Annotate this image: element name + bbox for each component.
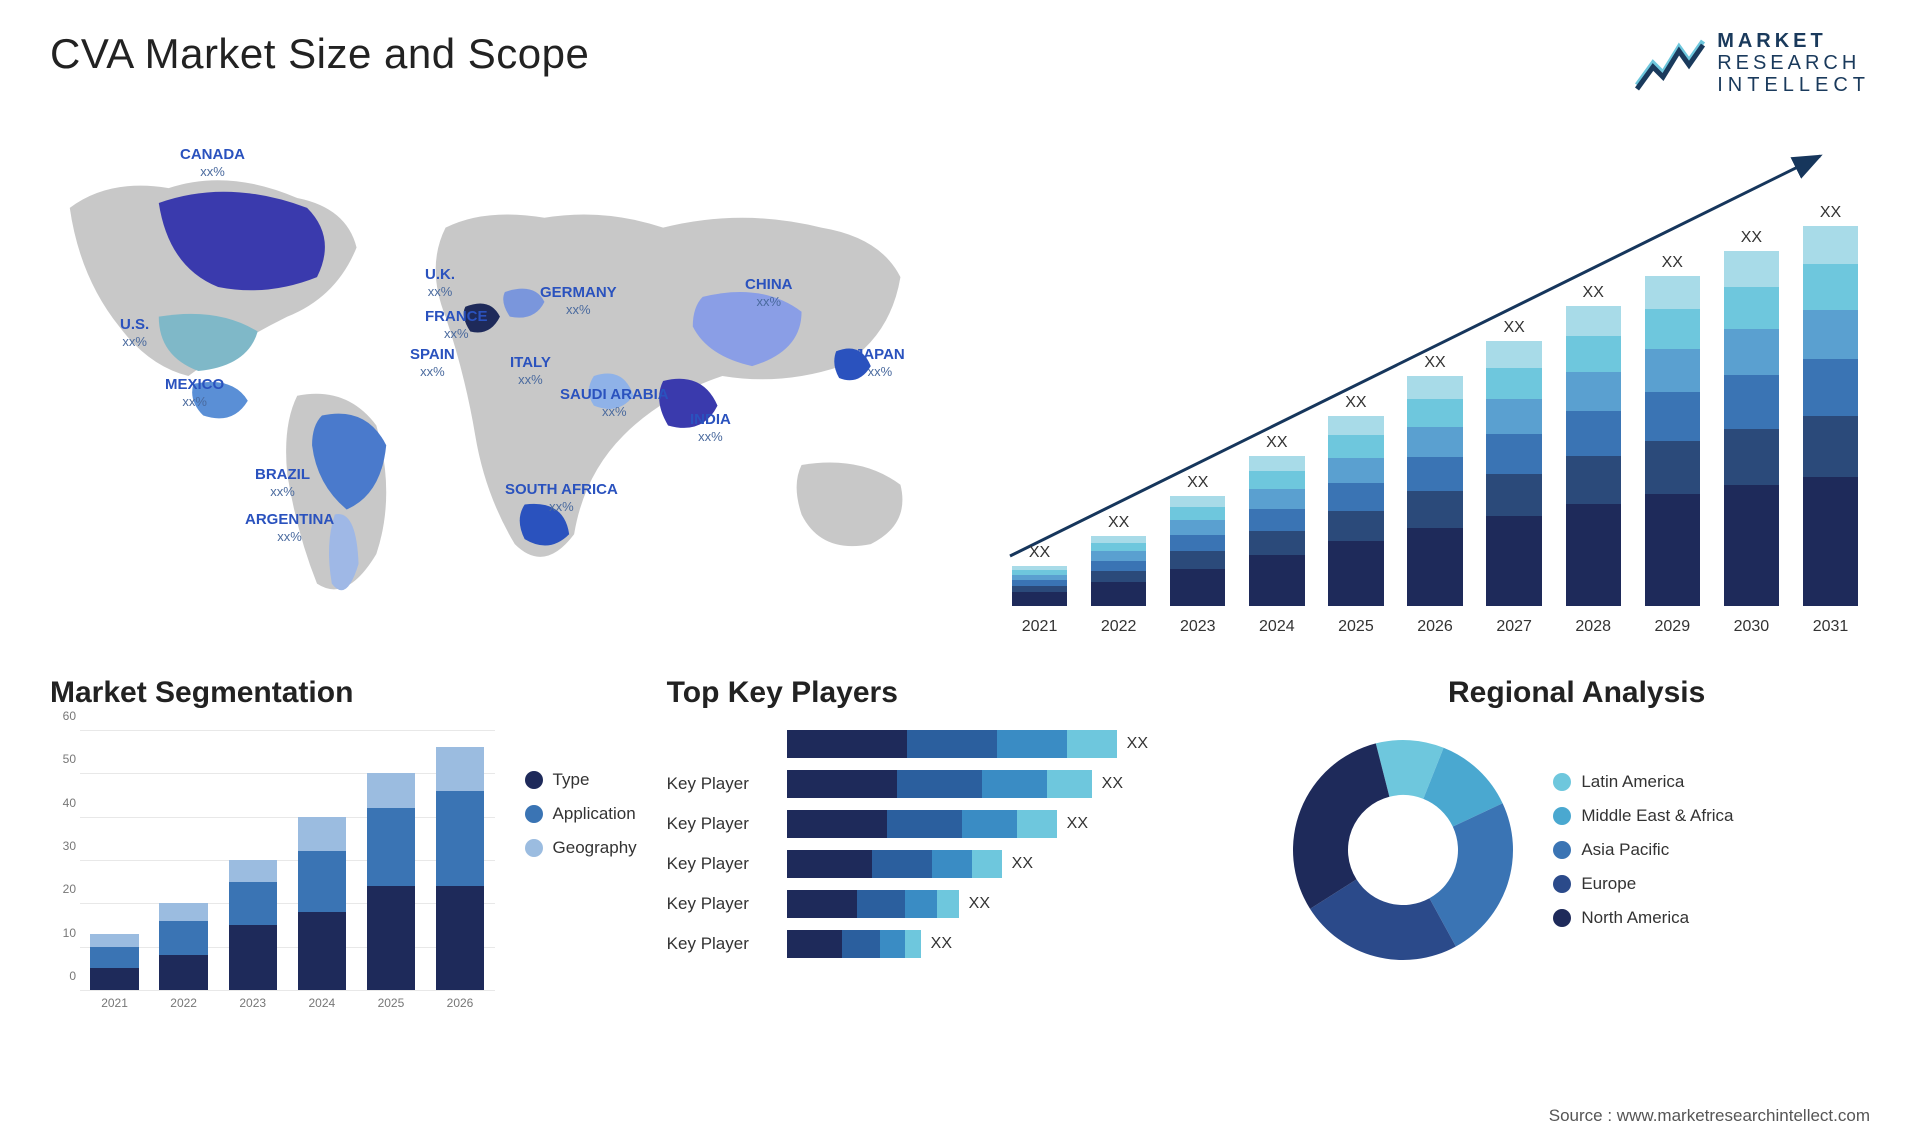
legend-item: Type <box>525 770 637 790</box>
keyplayers-chart: XX Key PlayerXX Key PlayerXX Key PlayerXX Ke… <box>667 730 1254 958</box>
map-label: INDIAxx% <box>690 411 731 445</box>
segmentation-bar <box>218 860 287 990</box>
legend-item: Application <box>525 804 637 824</box>
map-label: SOUTH AFRICAxx% <box>505 481 618 515</box>
keyplayer-row: Key PlayerXX <box>667 850 1254 878</box>
segmentation-panel: Market Segmentation 0102030405060 202120… <box>50 676 637 1010</box>
regional-legend: Latin America Middle East & Africa Asia Pa… <box>1553 772 1733 928</box>
map-label: U.S.xx% <box>120 316 149 350</box>
segmentation-bar <box>287 817 356 990</box>
growth-bar: XX <box>1791 204 1870 606</box>
keyplayer-row: Key PlayerXX <box>667 890 1254 918</box>
brand-logo: MARKET RESEARCH INTELLECT <box>1635 30 1870 96</box>
regional-donut <box>1283 730 1523 970</box>
map-label: GERMANYxx% <box>540 284 617 318</box>
map-label: BRAZILxx% <box>255 466 310 500</box>
growth-bar: XX <box>1475 319 1554 606</box>
segmentation-title: Market Segmentation <box>50 676 637 710</box>
legend-item: Europe <box>1553 874 1733 894</box>
logo-line3: INTELLECT <box>1717 74 1870 96</box>
segmentation-legend: Type Application Geography <box>525 730 637 1010</box>
map-label: ARGENTINAxx% <box>245 511 334 545</box>
logo-mark-icon <box>1635 35 1705 91</box>
legend-item: Asia Pacific <box>1553 840 1733 860</box>
segmentation-bar <box>149 903 218 990</box>
segmentation-bar <box>425 747 494 990</box>
keyplayer-row: XX <box>667 730 1254 758</box>
growth-bar: XX <box>1079 514 1158 606</box>
keyplayer-row: Key PlayerXX <box>667 930 1254 958</box>
map-label: JAPANxx% <box>855 346 905 380</box>
legend-item: North America <box>1553 908 1733 928</box>
map-label: FRANCExx% <box>425 308 488 342</box>
keyplayer-row: Key PlayerXX <box>667 770 1254 798</box>
growth-bar: XX <box>1000 544 1079 606</box>
map-label: U.K.xx% <box>425 266 455 300</box>
legend-item: Latin America <box>1553 772 1733 792</box>
source-attribution: Source : www.marketresearchintellect.com <box>1549 1106 1870 1126</box>
regional-title: Regional Analysis <box>1283 676 1870 710</box>
map-label: CANADAxx% <box>180 146 245 180</box>
map-label: SAUDI ARABIAxx% <box>560 386 669 420</box>
legend-item: Geography <box>525 838 637 858</box>
growth-bar: XX <box>1712 229 1791 606</box>
segmentation-chart: 0102030405060 202120222023202420252026 <box>50 730 495 1010</box>
map-label: ITALYxx% <box>510 354 551 388</box>
growth-bar: XX <box>1237 434 1316 606</box>
keyplayers-title: Top Key Players <box>667 676 1254 710</box>
segmentation-bar <box>356 773 425 990</box>
regional-panel: Regional Analysis Latin America Middle Ea… <box>1283 676 1870 1010</box>
page-title: CVA Market Size and Scope <box>50 30 589 78</box>
growth-bar: XX <box>1316 394 1395 606</box>
legend-item: Middle East & Africa <box>1553 806 1733 826</box>
growth-chart: XXXXXXXXXXXXXXXXXXXXXX 20212022202320242… <box>980 116 1870 636</box>
map-label: MEXICOxx% <box>165 376 224 410</box>
donut-slice <box>1293 743 1389 908</box>
keyplayer-row: Key PlayerXX <box>667 810 1254 838</box>
growth-bar: XX <box>1633 254 1712 606</box>
map-label: CHINAxx% <box>745 276 793 310</box>
keyplayers-panel: Top Key Players XX Key PlayerXX Key Player… <box>667 676 1254 1010</box>
logo-line1: MARKET <box>1717 30 1870 52</box>
growth-bar: XX <box>1395 354 1474 606</box>
world-map: CANADAxx% U.S.xx% MEXICOxx% BRAZILxx% ARGENT… <box>50 116 940 636</box>
segmentation-bar <box>80 934 149 990</box>
growth-bar: XX <box>1158 474 1237 606</box>
growth-bar: XX <box>1554 284 1633 606</box>
map-label: SPAINxx% <box>410 346 455 380</box>
logo-line2: RESEARCH <box>1717 52 1870 74</box>
